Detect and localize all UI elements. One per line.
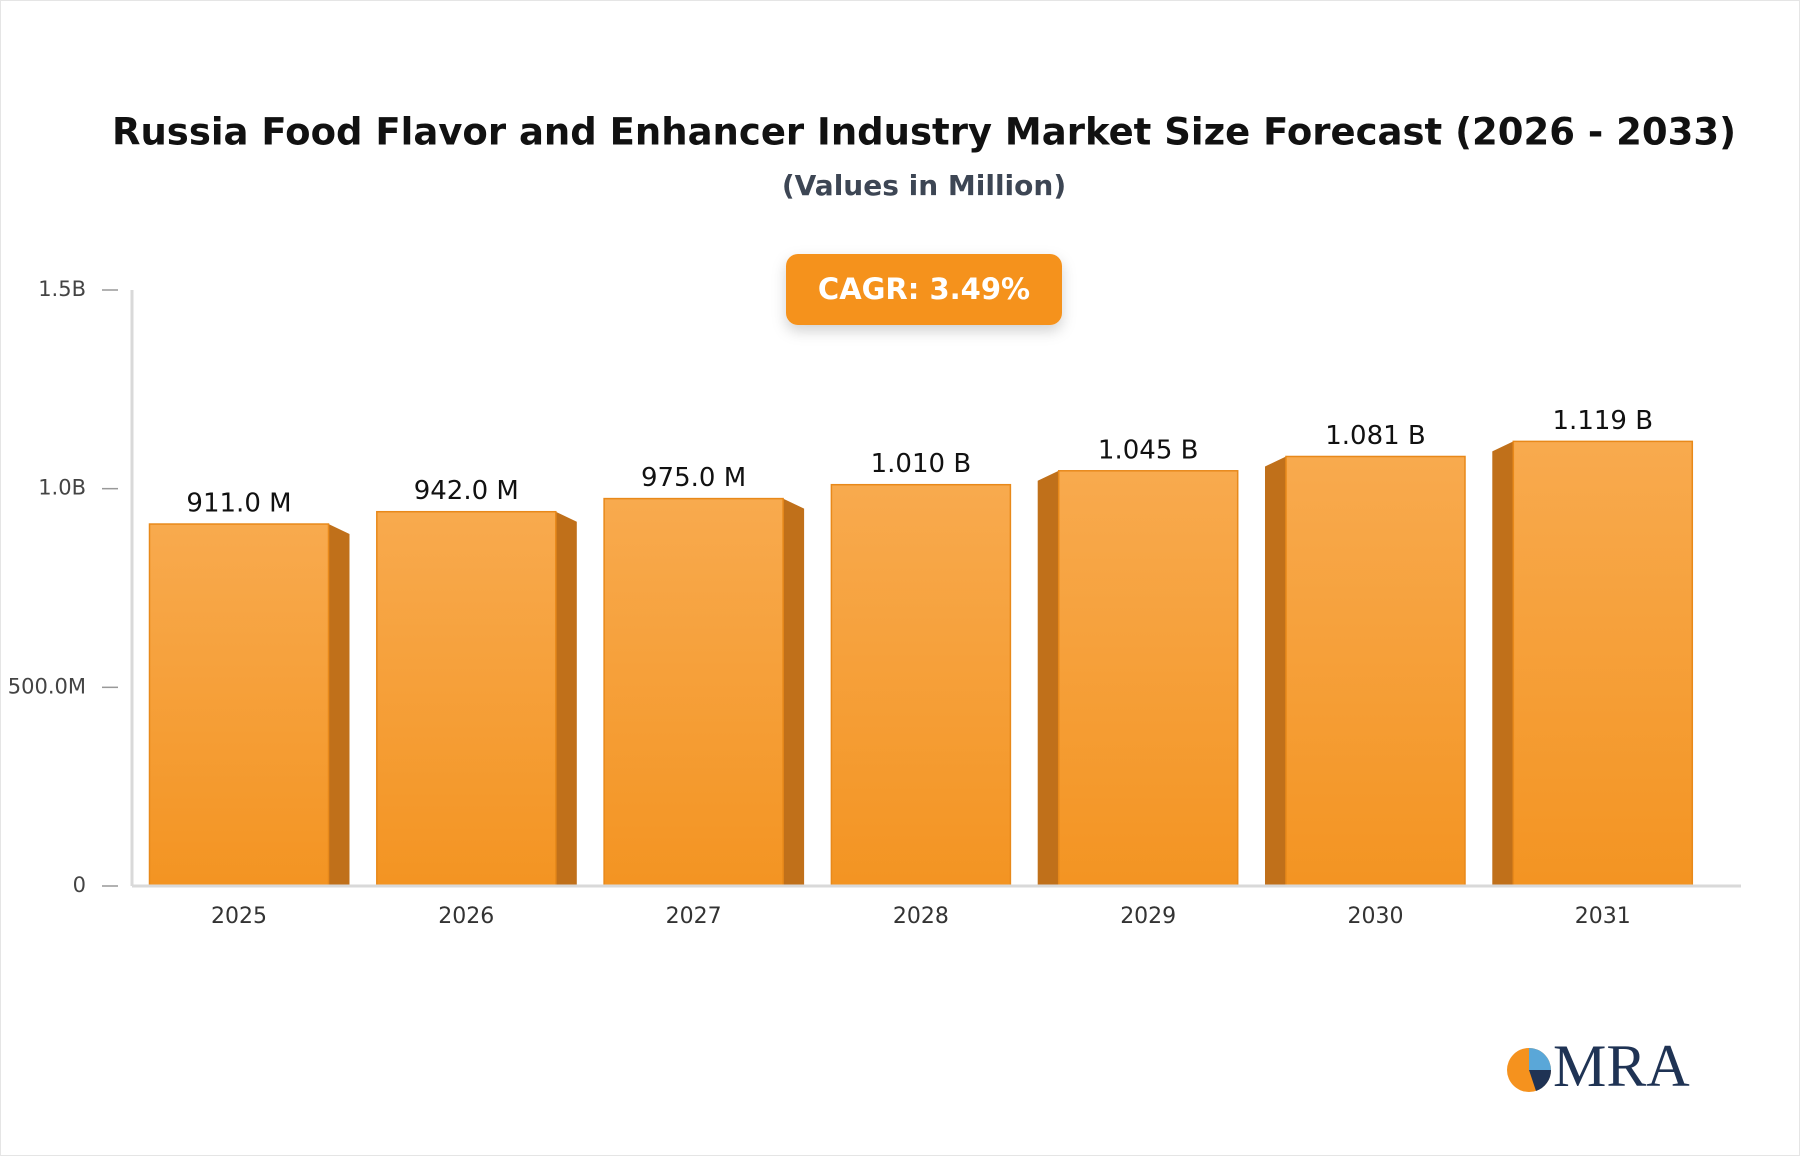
x-tick-label: 2026 [438,904,494,929]
bar [603,497,784,887]
y-tick-label: 500.0M [8,674,86,698]
value-label: 942.0 M [414,476,519,506]
chart-title: Russia Food Flavor and Enhancer Industry… [112,111,1736,154]
x-tick-label: 2027 [666,904,722,929]
logo: MRA [1507,1033,1690,1099]
cagr-badge [786,254,1062,325]
bar [830,483,1012,887]
bar [376,510,557,887]
logo-slice [1529,1048,1551,1070]
bar-side [555,511,577,886]
logo-text: MRA [1553,1033,1690,1099]
value-label: 1.010 B [871,449,972,479]
bar-side [1492,441,1514,886]
bar-side [1037,470,1059,886]
value-label: 911.0 M [186,489,291,519]
bar-side [328,524,350,886]
x-tick-label: 2030 [1348,904,1404,929]
x-tick-label: 2031 [1575,904,1631,929]
bar-side [783,498,805,886]
value-label: 1.045 B [1098,435,1199,465]
chart-subtitle: (Values in Million) [782,169,1066,202]
y-tick-label: 0 [73,873,86,897]
bar [1057,470,1239,887]
y-tick-label: 1.0B [38,476,86,500]
bar [148,523,330,887]
cagr-box [786,254,1062,325]
value-label: 1.081 B [1325,421,1426,451]
y-tick-label: 1.5B [38,277,86,301]
cagr-label: CAGR: 3.49% [818,272,1030,306]
bar [1512,440,1694,887]
value-label: 1.119 B [1553,406,1654,436]
x-tick-label: 2028 [893,904,949,929]
x-tick-label: 2029 [1120,904,1176,929]
bar-side [1265,456,1286,886]
bar [1285,455,1466,887]
value-label: 975.0 M [641,463,746,493]
x-tick-label: 2025 [211,904,267,929]
logo-slice [1529,1070,1552,1091]
